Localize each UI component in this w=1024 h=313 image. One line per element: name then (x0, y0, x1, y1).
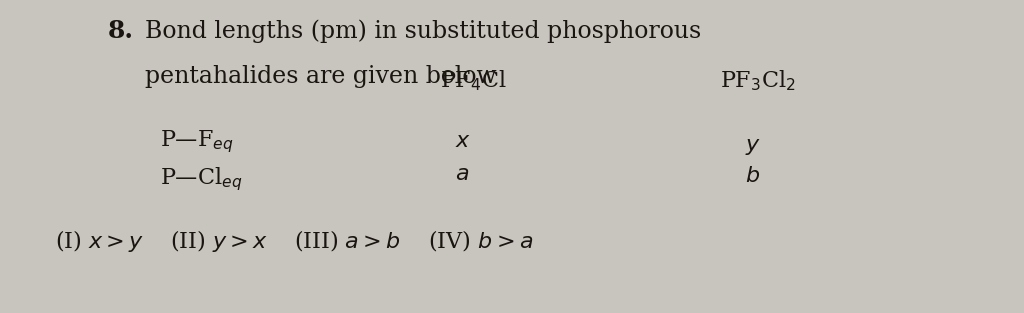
Text: PF$_3$Cl$_2$: PF$_3$Cl$_2$ (720, 68, 796, 93)
Text: $b$: $b$ (745, 165, 760, 187)
Text: 8.: 8. (108, 19, 134, 43)
Text: P—F$_{eq}$: P—F$_{eq}$ (160, 128, 233, 155)
Text: $a$: $a$ (455, 163, 469, 185)
Text: P—Cl$_{eq}$: P—Cl$_{eq}$ (160, 165, 243, 193)
Text: pentahalides are given below: pentahalides are given below (145, 65, 497, 88)
Text: (I) $x>y$    (II) $y>x$    (III) $a>b$    (IV) $b>a$: (I) $x>y$ (II) $y>x$ (III) $a>b$ (IV) $b… (55, 228, 534, 254)
Text: Bond lengths (pm) in substituted phosphorous: Bond lengths (pm) in substituted phospho… (145, 19, 701, 43)
Text: $x$: $x$ (455, 130, 471, 152)
Text: PF$_4$Cl: PF$_4$Cl (440, 68, 507, 93)
Text: $y$: $y$ (745, 135, 761, 157)
